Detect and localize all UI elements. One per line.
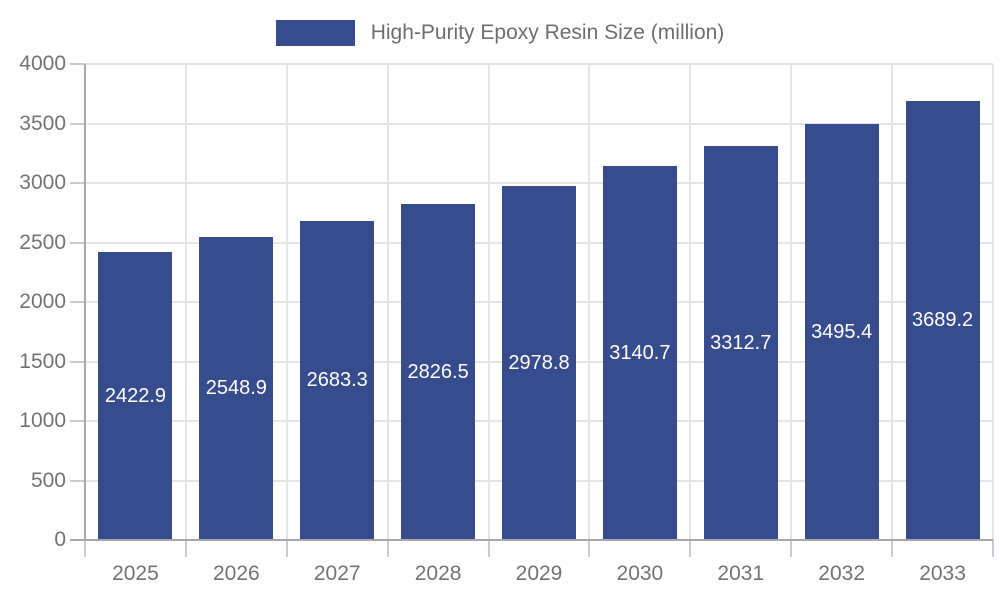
bar xyxy=(602,166,677,540)
x-tick-mark xyxy=(84,540,86,557)
bar-value-label: 3312.7 xyxy=(710,331,772,354)
y-gridline xyxy=(85,122,993,125)
bar-value-label: 2422.9 xyxy=(104,384,167,407)
x-tick-mark xyxy=(184,540,187,557)
y-tick-label: 2500 xyxy=(19,230,66,254)
bar-value-label: 2826.5 xyxy=(407,360,469,383)
bar-value-label: 3689.2 xyxy=(911,309,974,332)
x-tick-mark xyxy=(285,540,288,557)
y-tick-mark xyxy=(70,182,85,184)
x-tick-mark xyxy=(487,540,490,557)
bar-value-label: 3140.7 xyxy=(609,342,671,365)
x-tick-mark xyxy=(386,540,389,557)
x-gridline xyxy=(184,64,187,540)
x-gridline xyxy=(790,64,793,540)
x-gridline xyxy=(689,64,692,540)
x-gridline xyxy=(588,64,591,540)
bar xyxy=(98,251,173,540)
x-tick-label: 2030 xyxy=(616,562,664,585)
legend-swatch xyxy=(275,20,355,46)
y-tick-label: 0 xyxy=(54,528,66,551)
x-axis-line xyxy=(70,539,993,541)
bar xyxy=(502,185,576,540)
bar xyxy=(804,124,879,540)
x-tick-label: 2027 xyxy=(313,562,361,585)
x-tick-mark xyxy=(588,540,591,557)
x-tick-label: 2026 xyxy=(212,562,260,585)
bar xyxy=(401,203,476,540)
y-gridline xyxy=(85,63,993,65)
y-gridline xyxy=(85,182,993,184)
x-tick-label: 2032 xyxy=(818,562,866,585)
x-tick-mark xyxy=(992,540,994,557)
y-tick-label: 2000 xyxy=(19,290,66,313)
x-gridline xyxy=(285,64,288,540)
bar-value-label: 2683.3 xyxy=(306,369,368,392)
y-tick-label: 1500 xyxy=(19,349,66,373)
y-tick-label: 1000 xyxy=(19,409,66,432)
y-tick-label: 3500 xyxy=(19,111,66,135)
y-tick-mark xyxy=(70,122,85,125)
bar-value-label: 2548.9 xyxy=(205,377,267,400)
y-tick-mark xyxy=(70,479,85,482)
y-tick-mark xyxy=(70,241,85,244)
bar xyxy=(199,236,274,540)
y-tick-label: 500 xyxy=(30,468,66,492)
bar-value-label: 3495.4 xyxy=(811,321,873,344)
y-tick-label: 3000 xyxy=(19,171,66,194)
y-tick-mark xyxy=(70,301,85,303)
y-tick-mark xyxy=(70,360,85,363)
bar xyxy=(300,220,375,540)
y-tick-mark xyxy=(70,420,85,422)
x-gridline xyxy=(386,64,389,540)
y-axis-line xyxy=(84,64,86,541)
chart-legend[interactable]: High-Purity Epoxy Resin Size (million) xyxy=(0,20,1000,46)
bar xyxy=(905,100,980,540)
x-tick-mark xyxy=(891,540,894,557)
y-tick-mark xyxy=(70,63,85,65)
x-gridline xyxy=(487,64,490,540)
x-tick-label: 2028 xyxy=(414,562,462,585)
x-gridline xyxy=(891,64,894,540)
x-tick-label: 2025 xyxy=(112,562,159,585)
x-gridline xyxy=(992,64,994,540)
bar xyxy=(703,145,778,540)
x-tick-mark xyxy=(689,540,692,557)
x-tick-label: 2031 xyxy=(717,562,765,585)
legend-label: High-Purity Epoxy Resin Size (million) xyxy=(370,21,725,44)
x-tick-mark xyxy=(790,540,793,557)
y-tick-label: 4000 xyxy=(19,52,66,75)
x-tick-label: 2029 xyxy=(515,562,563,585)
bar-value-label: 2978.8 xyxy=(508,351,570,374)
x-tick-label: 2033 xyxy=(919,562,966,585)
